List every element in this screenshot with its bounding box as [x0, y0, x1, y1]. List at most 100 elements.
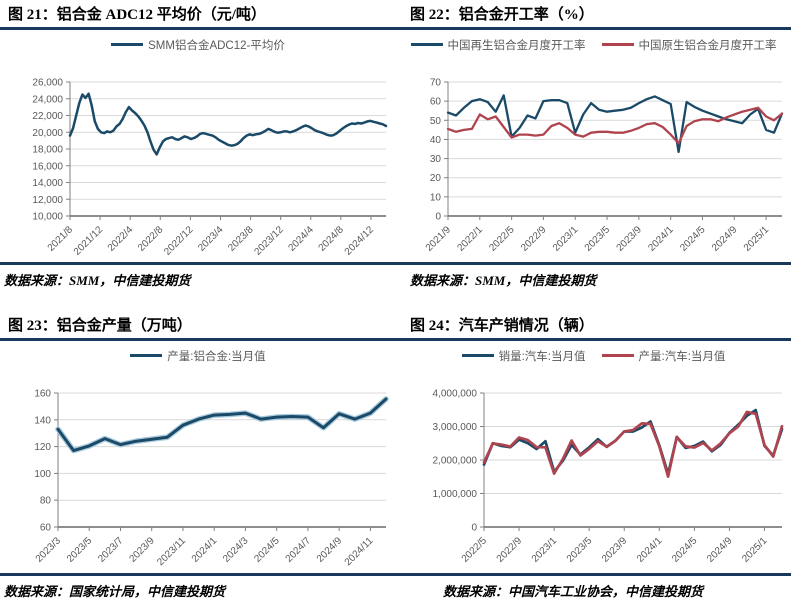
y-axis-label: 20,000 — [32, 128, 63, 139]
x-axis-label: 2024/9 — [705, 535, 735, 565]
x-axis-label: 2023/1 — [530, 535, 560, 565]
figure-24: 图 24：汽车产销情况（辆） 销量:汽车:当月值 产量:汽车:当月值 4,000,… — [396, 313, 791, 600]
figure-23: 图 23：铝合金产量（万吨） 产量:铝合金:当月值 160 140 120 100 80… — [0, 313, 396, 600]
figure-22-title: 图 22：铝合金开工率（%） — [396, 2, 791, 30]
y-axis-label: 2,000,000 — [433, 456, 478, 467]
figure-22: 图 22：铝合金开工率（%） 中国再生铝合金月度开工率 中国原生铝合金月度开工率 … — [396, 2, 791, 289]
figure-22-legend: 中国再生铝合金月度开工率 中国原生铝合金月度开工率 — [396, 31, 791, 58]
x-axis-label: 2024/8 — [317, 224, 347, 254]
legend-label: 中国原生铝合金月度开工率 — [638, 39, 777, 52]
figure-23-data-source: 数据来源：国家统计局，中信建投期货 — [0, 573, 396, 600]
x-axis-label: 2024/5 — [678, 224, 708, 254]
x-axis-label: 2024/11 — [343, 535, 376, 568]
x-axis-label: 2023/4 — [196, 224, 226, 254]
y-axis-label: 60 — [430, 97, 442, 108]
figure-23-title: 图 23：铝合金产量（万吨） — [0, 313, 396, 341]
legend-line-swatch — [601, 354, 634, 357]
x-axis-label: 2023/7 — [96, 535, 126, 565]
y-axis-label: 100 — [34, 469, 51, 480]
y-axis-label: 26,000 — [32, 78, 63, 89]
y-axis-label: 14,000 — [32, 178, 63, 189]
series-line — [482, 410, 784, 478]
y-axis-label: 10 — [430, 192, 442, 203]
x-axis-label: 2023/8 — [226, 224, 256, 254]
x-axis-label: 2025/1 — [742, 224, 772, 254]
legend-label: 中国再生铝合金月度开工率 — [447, 39, 586, 52]
x-axis-label: 2021/12 — [72, 224, 106, 258]
series-line — [446, 106, 784, 145]
legend-line-swatch — [601, 43, 634, 46]
y-axis-label: 120 — [34, 442, 51, 453]
x-axis-label: 2023/1 — [551, 224, 581, 254]
figure-21-legend: SMM铝合金ADC12-平均价 — [0, 31, 396, 58]
x-axis-label: 2024/3 — [221, 535, 251, 565]
y-axis-label: 60 — [40, 523, 52, 534]
figure-24-title: 图 24：汽车产销情况（辆） — [396, 313, 791, 341]
y-axis-label: 16,000 — [32, 161, 63, 172]
x-axis-label: 2024/5 — [670, 535, 700, 565]
legend-line-swatch — [111, 43, 144, 46]
figure-21-line-chart: 26,000 24,000 22,000 20,000 18,000 16,000 14,0… — [32, 78, 388, 258]
x-axis-label: 2022/4 — [106, 224, 136, 254]
x-axis-label: 2024/12 — [343, 224, 377, 258]
series-line — [446, 94, 784, 154]
x-axis-label: 2021/8 — [46, 224, 76, 254]
series-line — [68, 92, 388, 156]
x-axis-label: 2022/1 — [456, 224, 486, 254]
figure-22-data-source: 数据来源：SMM，中信建投期货 — [396, 262, 791, 289]
x-axis-label: 2024/9 — [315, 535, 345, 565]
y-axis-label: 50 — [430, 116, 442, 127]
y-axis-label: 4,000,000 — [433, 389, 478, 400]
y-axis-label: 10,000 — [32, 212, 63, 223]
series-line-halo — [55, 396, 389, 454]
x-axis-label: 2023/5 — [565, 535, 595, 565]
x-axis-label: 2024/7 — [284, 535, 314, 565]
x-axis-label: 2024/4 — [286, 224, 316, 254]
x-axis-label: 2021/9 — [424, 224, 454, 254]
x-axis-label: 2022/8 — [136, 224, 166, 254]
x-axis-label: 2024/1 — [646, 224, 676, 254]
y-axis-label: 0 — [435, 212, 441, 223]
x-axis-label: 2022/5 — [460, 535, 490, 565]
y-axis-label: 20 — [430, 173, 442, 184]
y-axis-label: 22,000 — [32, 111, 63, 122]
legend-line-swatch — [461, 354, 494, 357]
x-axis-label: 2022/12 — [162, 224, 196, 258]
y-axis-label: 24,000 — [32, 94, 63, 105]
x-axis-label: 2025/1 — [740, 535, 770, 565]
y-axis-label: 0 — [471, 523, 477, 534]
y-axis-label: 30 — [430, 154, 442, 165]
figure-24-line-chart: 4,000,0003,000,0002,000,0001,000,0000202… — [433, 389, 784, 565]
y-axis-label: 40 — [430, 135, 442, 146]
y-axis-label: 12,000 — [32, 195, 63, 206]
y-axis-label: 80 — [40, 496, 52, 507]
legend-label: SMM铝合金ADC12-平均价 — [148, 39, 285, 52]
x-axis-label: 2024/5 — [252, 535, 282, 565]
x-axis-label: 2023/9 — [600, 535, 630, 565]
y-axis-label: 18,000 — [32, 145, 63, 156]
y-axis-label: 70 — [430, 78, 442, 89]
x-axis-label: 2022/9 — [495, 535, 525, 565]
figure-23-legend: 产量:铝合金:当月值 — [0, 342, 396, 369]
figure-21-title: 图 21：铝合金 ADC12 平均价（元/吨） — [0, 2, 396, 30]
legend-label: 销量:汽车:当月值 — [498, 350, 586, 363]
legend-line-swatch — [130, 354, 163, 357]
x-axis-label: 2024/1 — [190, 535, 220, 565]
y-axis-label: 1,000,000 — [433, 489, 478, 500]
legend-label: 产量:汽车:当月值 — [638, 350, 726, 363]
x-axis-label: 2023/12 — [252, 224, 286, 258]
y-axis-label: 140 — [34, 415, 51, 426]
x-axis-label: 2022/9 — [519, 224, 549, 254]
x-axis-label: 2024/1 — [635, 535, 665, 565]
x-axis-label: 2024/9 — [710, 224, 740, 254]
legend-label: 产量:铝合金:当月值 — [167, 350, 266, 363]
figure-24-legend: 销量:汽车:当月值 产量:汽车:当月值 — [396, 342, 791, 369]
x-axis-label: 2023/11 — [155, 535, 188, 568]
series-line — [56, 397, 388, 453]
x-axis-label: 2023/9 — [615, 224, 645, 254]
legend-line-swatch — [410, 43, 443, 46]
figure-21-data-source: 数据来源：SMM，中信建投期货 — [0, 262, 396, 289]
